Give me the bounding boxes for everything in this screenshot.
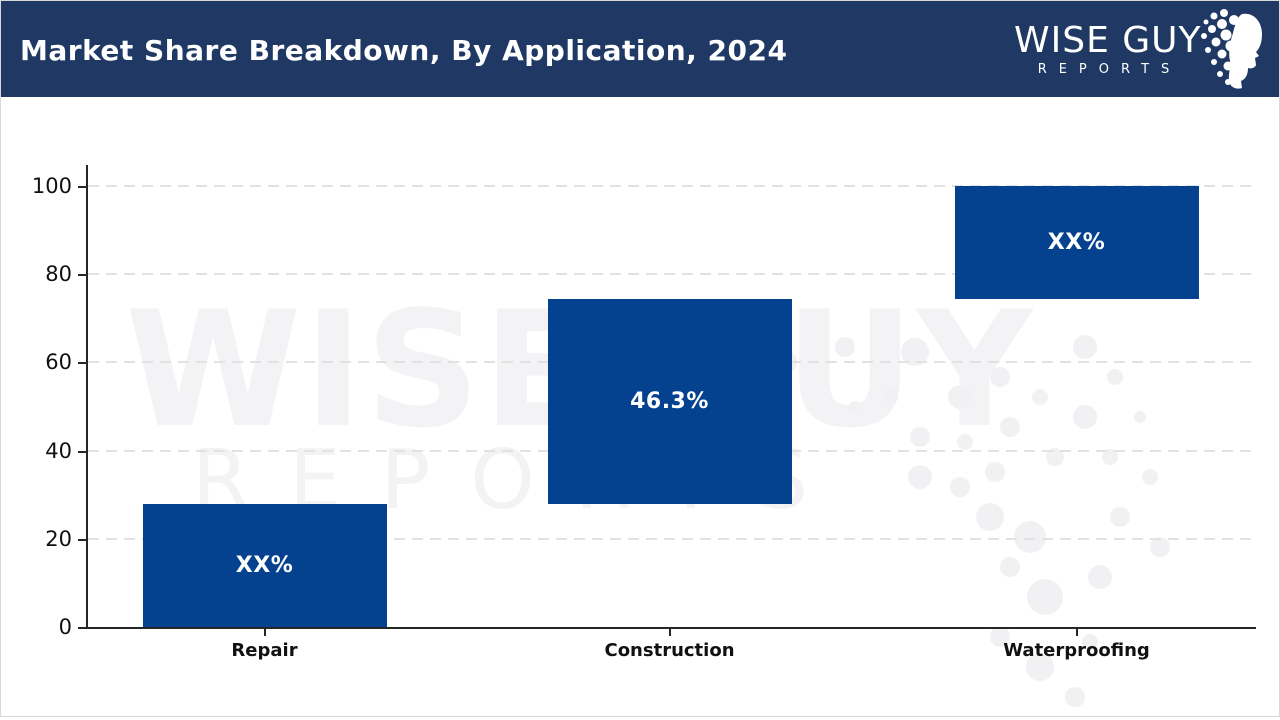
- y-tick-label: 100: [31, 174, 72, 198]
- x-axis-line: [86, 627, 1256, 629]
- y-tick: [78, 450, 86, 453]
- y-tick-label: 60: [45, 350, 72, 375]
- y-tick: [78, 538, 86, 541]
- bar-construction: 46.3%: [547, 299, 792, 504]
- y-axis-line: [86, 165, 88, 629]
- y-tick-label: 80: [45, 262, 72, 287]
- y-tick-label: 0: [58, 615, 72, 639]
- x-axis-label-waterproofing: Waterproofing: [1003, 640, 1150, 661]
- x-axis-label-repair: Repair: [231, 640, 298, 661]
- bar-waterproofing: XX%: [954, 186, 1199, 300]
- y-tick-label: 20: [45, 526, 72, 551]
- gridline-20: [88, 537, 1256, 540]
- y-tick: [78, 627, 86, 629]
- x-tick: [1075, 629, 1078, 636]
- logo-face-icon: [1201, 9, 1262, 89]
- logo-wordmark: WISE GUY REPORTS: [1014, 20, 1202, 78]
- bar-value-label: XX%: [235, 552, 294, 578]
- gridline-80: [88, 273, 1256, 276]
- chart-area: WISE GUY REPORTS XX% 46.3% XX% 0 20 40 60 80 100…: [0, 97, 1280, 720]
- gridline-100: [88, 185, 1256, 187]
- y-tick: [78, 274, 86, 277]
- x-tick: [668, 629, 671, 636]
- page-title: Market Share Breakdown, By Application, …: [20, 34, 788, 67]
- watermark-face-icon: [772, 335, 1170, 707]
- logo-wordmark-line2: REPORTS: [1037, 62, 1182, 77]
- y-tick-label: 40: [45, 438, 72, 463]
- y-tick: [78, 186, 86, 188]
- bar-value-label: XX%: [1047, 230, 1106, 256]
- x-tick: [263, 629, 266, 636]
- logo-wordmark-line1: WISE GUY: [1014, 20, 1202, 61]
- bar-repair: XX%: [142, 503, 387, 627]
- x-axis-label-construction: Construction: [604, 640, 735, 661]
- bar-value-label: 46.3%: [630, 388, 709, 414]
- wiseguy-logo: WISE GUY REPORTS: [1014, 8, 1264, 90]
- header-bar: Market Share Breakdown, By Application, …: [0, 0, 1280, 97]
- y-tick: [78, 362, 86, 365]
